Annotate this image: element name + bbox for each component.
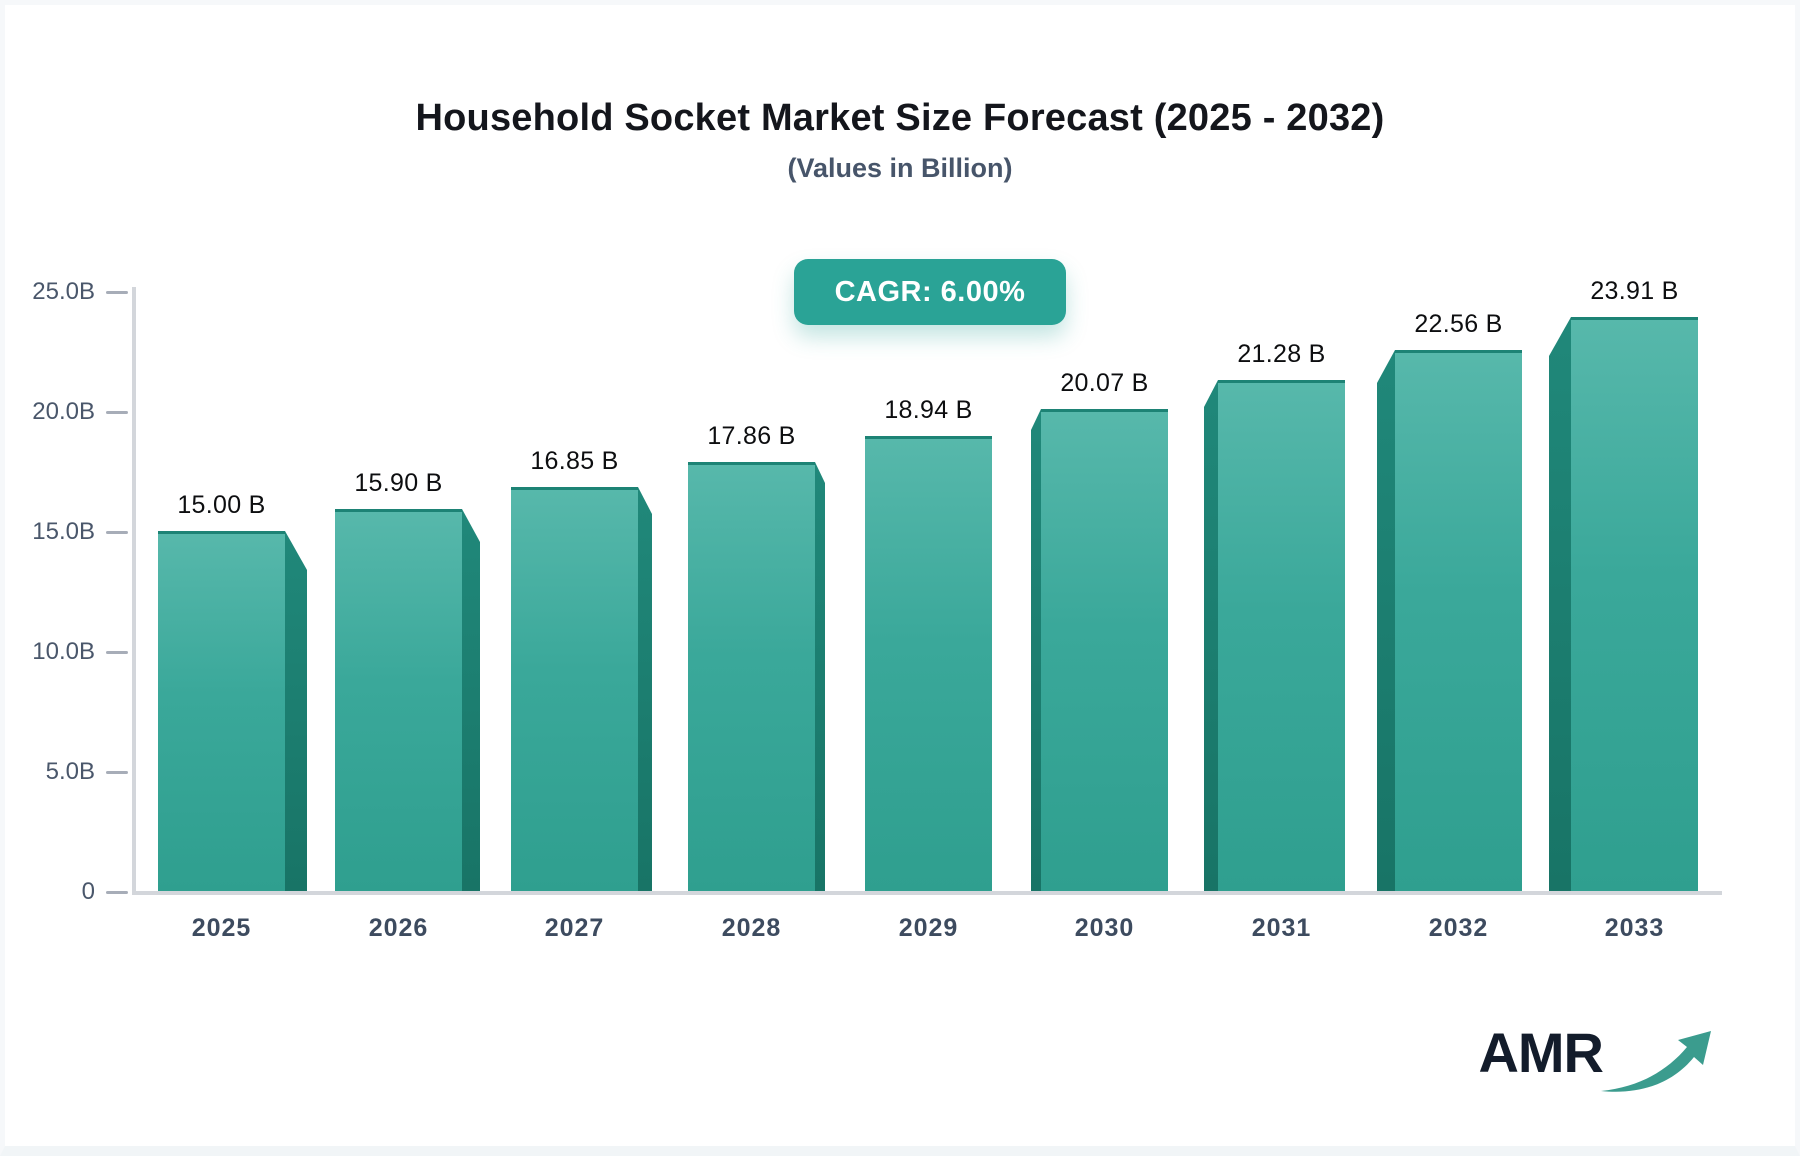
y-tick-label: 10.0B (32, 638, 95, 665)
bar-value-label: 18.94 B (884, 396, 973, 424)
x-axis-category-label: 2029 (898, 914, 959, 942)
bar (1041, 409, 1168, 891)
y-tick-label: 15.0B (32, 518, 95, 545)
bar (511, 487, 638, 891)
bar-value-label: 21.28 B (1237, 340, 1326, 368)
x-axis-category-label: 2032 (1428, 914, 1489, 942)
x-axis-line (132, 891, 1722, 895)
cagr-badge: CAGR: 6.00% (794, 259, 1066, 325)
bar-3d-side (285, 531, 307, 891)
bar-value-label: 17.86 B (707, 422, 796, 450)
chart-subtitle: (Values in Billion) (787, 153, 1013, 183)
bar-3d-side (1549, 317, 1571, 891)
x-axis-category-label: 2027 (544, 914, 605, 942)
x-axis-category-label: 2033 (1604, 914, 1665, 942)
bar-3d-side (462, 509, 480, 891)
y-tick-mark (106, 411, 128, 414)
bar (865, 436, 992, 891)
bar-value-label: 16.85 B (530, 447, 619, 475)
bar (1571, 317, 1698, 891)
bar-3d-side (1031, 409, 1041, 891)
bar-value-label: 23.91 B (1590, 277, 1679, 305)
bar-value-label: 22.56 B (1414, 310, 1503, 338)
bar (1218, 380, 1345, 891)
y-tick-label: 5.0B (45, 758, 95, 785)
x-axis-category-label: 2025 (191, 914, 252, 942)
y-axis-line (132, 287, 136, 895)
bar-3d-side (815, 462, 825, 891)
y-tick-label: 0 (81, 878, 95, 905)
y-tick-label: 20.0B (32, 398, 95, 425)
y-tick-label: 25.0B (32, 278, 95, 305)
bar-3d-side (1377, 350, 1395, 891)
bar (335, 509, 462, 891)
bar (158, 531, 285, 891)
amr-logo: AMR (1478, 1025, 1715, 1104)
bar-value-label: 20.07 B (1060, 369, 1149, 397)
y-tick-mark (106, 531, 128, 534)
x-axis-category-label: 2028 (721, 914, 782, 942)
bar-3d-side (638, 487, 652, 891)
y-tick-mark (106, 771, 128, 774)
x-axis-category-label: 2031 (1251, 914, 1312, 942)
x-axis-category-label: 2030 (1074, 914, 1135, 942)
bar-value-label: 15.00 B (177, 491, 266, 519)
y-tick-mark (106, 651, 128, 654)
amr-logo-text: AMR (1478, 1021, 1604, 1084)
bar (1395, 350, 1522, 891)
growth-arrow-icon (1597, 1027, 1715, 1104)
bar-value-label: 15.90 B (354, 469, 443, 497)
y-tick-mark (106, 891, 128, 894)
chart-title: Household Socket Market Size Forecast (2… (415, 97, 1385, 139)
x-axis-category-label: 2026 (368, 914, 429, 942)
y-tick-mark (106, 291, 128, 294)
bar (688, 462, 815, 891)
bar-3d-side (1204, 380, 1218, 891)
